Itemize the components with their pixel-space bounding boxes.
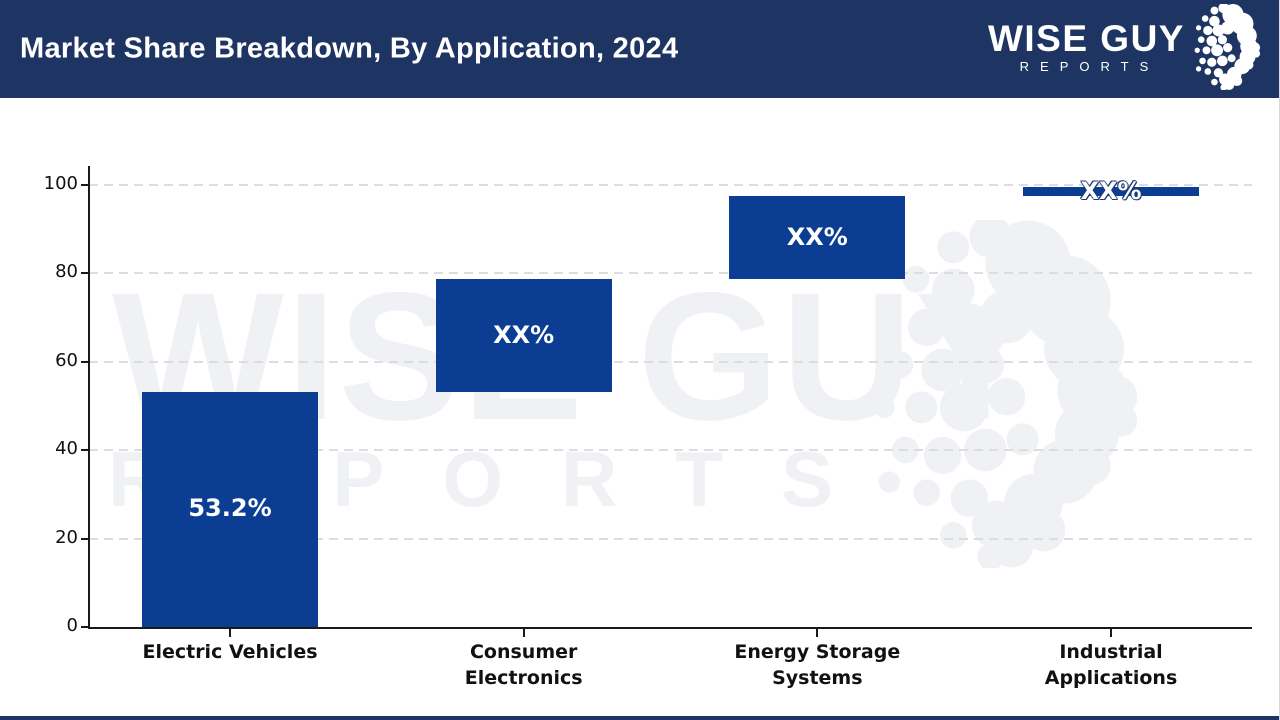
category-label-electric-vehicles: Electric Vehicles [142, 641, 318, 663]
category-label-consumer-electronics: Consumer Electronics [464, 641, 583, 689]
gridline-40 [89, 449, 1252, 452]
y-tick-label-100: 100 [43, 172, 78, 194]
gridline-80 [89, 272, 1252, 275]
y-tick-mark-80 [81, 272, 89, 275]
bar-value-label-consumer-electronics: XX% [493, 320, 555, 349]
bar-value-label-electric-vehicles: 53.2% [188, 494, 272, 523]
bar-industrial-applications [1023, 187, 1199, 196]
y-tick-label-80: 80 [55, 261, 78, 283]
gridline-60 [89, 360, 1252, 363]
bar-electric-vehicles [142, 391, 318, 627]
gridline-100 [89, 183, 1252, 186]
x-tick-mark-industrial-applications [1110, 629, 1112, 637]
wiseguy-head-profile-icon [1194, 4, 1261, 90]
wiseguy-logo-text: WISE GUY REPORTS [987, 17, 1185, 75]
y-tick-label-60: 60 [55, 349, 78, 371]
x-tick-mark-electric-vehicles [229, 629, 231, 637]
y-tick-label-0: 0 [66, 615, 78, 636]
footer-strip [0, 716, 1279, 720]
logo-reports-text: REPORTS [1019, 59, 1160, 75]
y-tick-label-40: 40 [55, 438, 78, 460]
logo-brand-text: WISE GUY [987, 17, 1185, 59]
category-label-energy-storage-systems: Energy Storage Systems [734, 641, 901, 689]
x-tick-mark-energy-storage-systems [816, 629, 819, 637]
y-tick-mark-100 [81, 183, 89, 186]
category-label-industrial-applications: Industrial Applications [1044, 641, 1178, 689]
header-bar: Market Share Breakdown, By Application, … [0, 0, 1279, 98]
page-title: Market Share Breakdown, By Application, … [20, 32, 679, 65]
y-tick-mark-20 [81, 537, 89, 540]
bar-value-label-energy-storage-systems: XX% [786, 222, 848, 251]
y-axis-line [88, 166, 90, 629]
bar-consumer-electronics [435, 279, 612, 392]
x-axis-line [88, 627, 1252, 629]
wiseguy-logo: WISE GUY REPORTS [988, 4, 1269, 90]
y-tick-mark-40 [81, 449, 89, 452]
bar-value-label-industrial-applications: XX% [1080, 176, 1142, 205]
gridline-20 [89, 537, 1252, 540]
y-tick-mark-60 [81, 360, 89, 363]
bar-energy-storage-systems [729, 195, 906, 280]
y-tick-label-20: 20 [55, 526, 78, 548]
y-tick-mark-0 [81, 626, 89, 628]
x-tick-mark-consumer-electronics [522, 629, 525, 637]
